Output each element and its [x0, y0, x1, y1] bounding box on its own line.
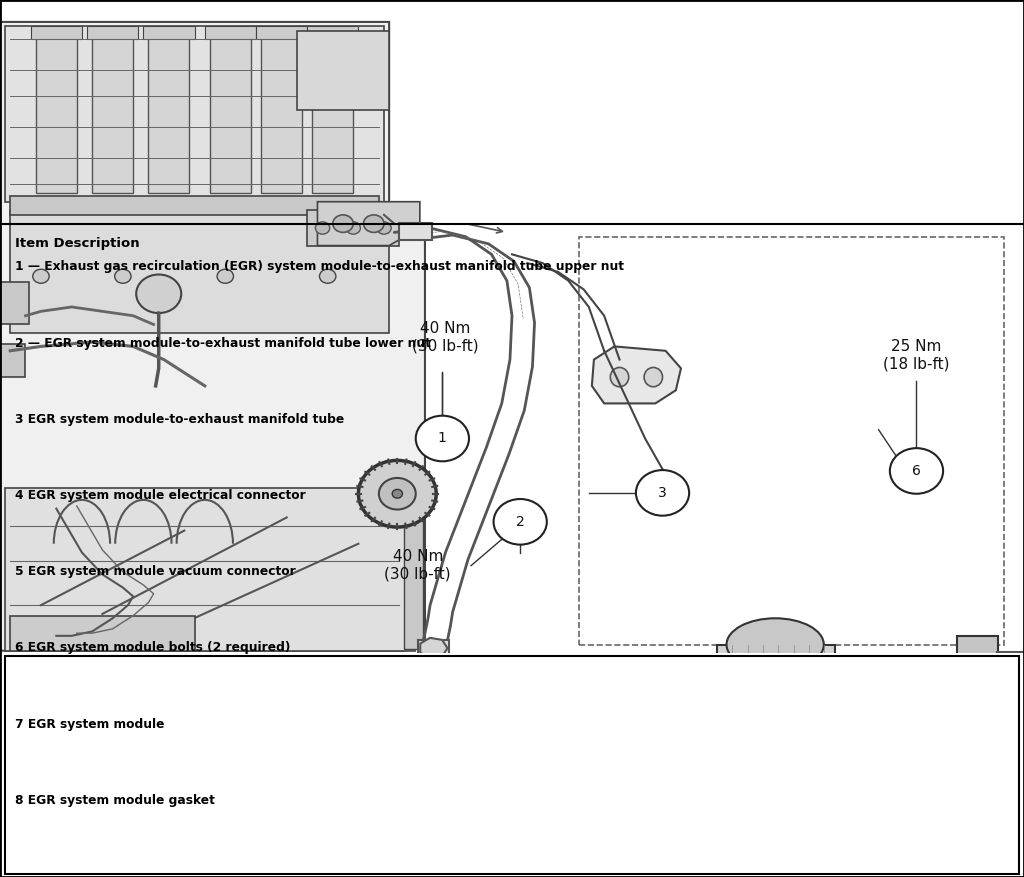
Circle shape — [346, 222, 360, 234]
Bar — [418, 640, 449, 656]
Ellipse shape — [717, 790, 737, 801]
Text: 4: 4 — [659, 797, 668, 811]
Bar — [261, 35, 302, 193]
Circle shape — [358, 460, 436, 527]
Bar — [638, 811, 647, 820]
Ellipse shape — [778, 797, 799, 808]
Bar — [957, 636, 998, 693]
Polygon shape — [0, 22, 425, 651]
Text: 5 EGR system module vacuum connector: 5 EGR system module vacuum connector — [15, 565, 296, 578]
Circle shape — [217, 269, 233, 283]
Text: 40 Nm
(30 lb-ft): 40 Nm (30 lb-ft) — [412, 322, 479, 353]
Text: 8 EGR system module gasket: 8 EGR system module gasket — [15, 794, 215, 807]
Bar — [307, 26, 358, 39]
Text: 25 Nm
(18 lb-ft): 25 Nm (18 lb-ft) — [884, 339, 949, 371]
Circle shape — [494, 499, 547, 545]
Circle shape — [315, 222, 330, 234]
Circle shape — [504, 694, 557, 739]
Ellipse shape — [610, 367, 629, 387]
Bar — [148, 35, 189, 193]
Text: 1 — Exhaust gas recirculation (EGR) system module-to-exhaust manifold tube upper: 1 — Exhaust gas recirculation (EGR) syst… — [15, 260, 625, 274]
Ellipse shape — [745, 784, 805, 802]
Bar — [0, 344, 25, 377]
Circle shape — [136, 275, 181, 313]
Ellipse shape — [727, 618, 823, 671]
Circle shape — [890, 448, 943, 494]
Bar — [404, 491, 423, 649]
Circle shape — [769, 753, 783, 766]
Bar — [297, 31, 389, 110]
Bar — [256, 26, 307, 39]
Text: 40 Nm
(30 lb-ft): 40 Nm (30 lb-ft) — [384, 550, 452, 581]
Bar — [143, 26, 195, 39]
Text: 4 EGR system module electrical connector: 4 EGR system module electrical connector — [15, 489, 306, 502]
Bar — [312, 35, 353, 193]
Bar — [579, 237, 1004, 645]
Bar — [36, 35, 77, 193]
Bar — [5, 488, 415, 651]
Bar — [712, 752, 840, 767]
Ellipse shape — [644, 367, 663, 387]
Circle shape — [392, 489, 402, 498]
Text: Item Description: Item Description — [15, 237, 140, 250]
Circle shape — [33, 269, 49, 283]
Text: 7: 7 — [836, 771, 844, 785]
Text: 5: 5 — [946, 714, 954, 728]
Bar — [210, 35, 251, 193]
Bar — [745, 763, 805, 789]
Text: 2 — EGR system module-to-exhaust manifold tube lower nut: 2 — EGR system module-to-exhaust manifol… — [15, 337, 431, 350]
Bar — [10, 616, 195, 651]
Bar — [650, 811, 659, 820]
Text: 8: 8 — [526, 709, 535, 724]
Bar — [87, 26, 138, 39]
Circle shape — [818, 753, 833, 766]
Text: 3: 3 — [658, 486, 667, 500]
Bar — [717, 645, 835, 759]
Bar — [632, 798, 681, 844]
Bar — [780, 804, 797, 829]
Bar — [0, 653, 1024, 877]
Text: 6 EGR system module bolts (2 required): 6 EGR system module bolts (2 required) — [15, 641, 291, 654]
Bar — [5, 26, 384, 202]
Bar — [205, 26, 256, 39]
Circle shape — [319, 269, 336, 283]
Bar — [0, 282, 29, 324]
Bar — [719, 797, 735, 822]
Circle shape — [637, 781, 690, 827]
Circle shape — [364, 215, 384, 232]
Bar — [92, 35, 133, 193]
Circle shape — [377, 222, 391, 234]
Circle shape — [636, 470, 689, 516]
Bar — [632, 789, 681, 802]
Circle shape — [416, 416, 469, 461]
Bar — [638, 824, 647, 832]
Bar — [650, 824, 659, 832]
Text: 3 EGR system module-to-exhaust manifold tube: 3 EGR system module-to-exhaust manifold … — [15, 413, 345, 426]
Bar — [31, 26, 82, 39]
Bar — [10, 210, 389, 333]
Circle shape — [333, 215, 353, 232]
Circle shape — [115, 269, 131, 283]
Circle shape — [720, 753, 734, 766]
Polygon shape — [592, 346, 681, 403]
Text: 2: 2 — [516, 515, 524, 529]
Polygon shape — [317, 202, 420, 246]
Bar — [307, 210, 399, 246]
Bar — [10, 196, 379, 215]
Text: 7 EGR system module: 7 EGR system module — [15, 717, 165, 731]
Circle shape — [379, 478, 416, 510]
Circle shape — [813, 755, 866, 801]
Polygon shape — [420, 638, 447, 659]
Bar — [664, 824, 673, 832]
Text: 6: 6 — [912, 464, 921, 478]
Circle shape — [924, 698, 977, 744]
Bar — [399, 223, 432, 240]
Text: 1: 1 — [438, 431, 446, 446]
Bar — [5, 656, 1019, 874]
